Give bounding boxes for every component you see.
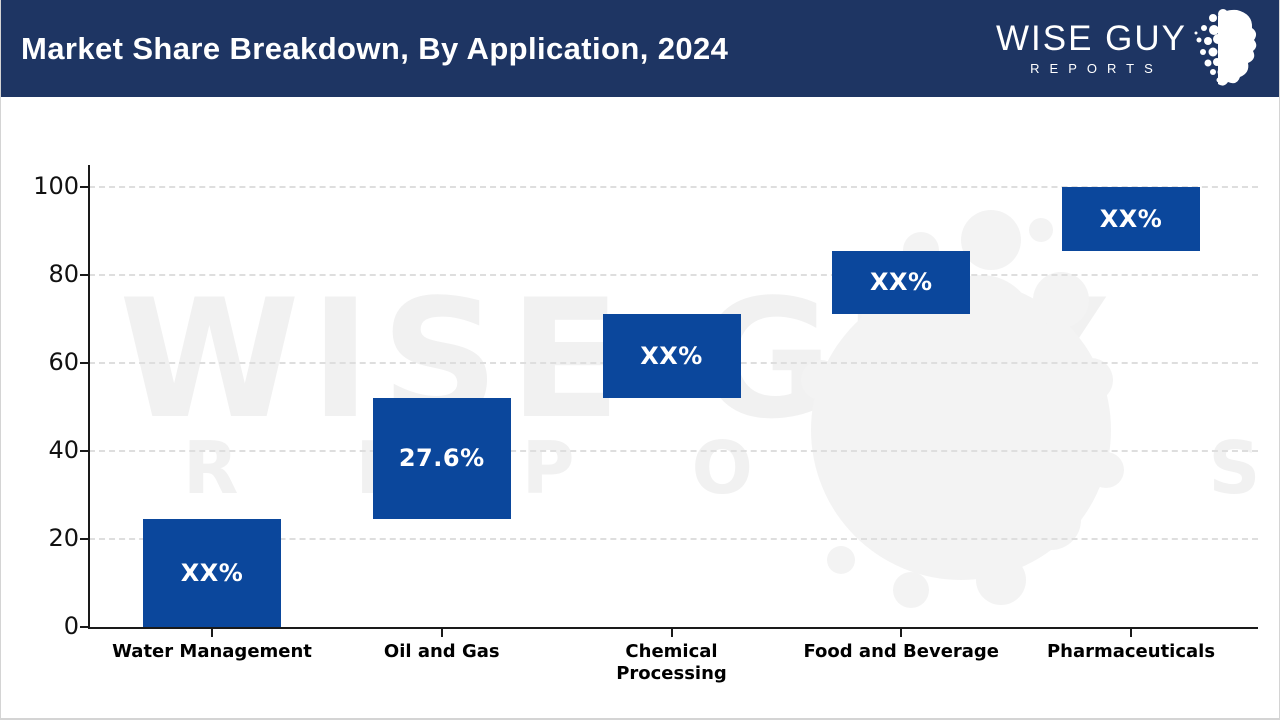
x-tick-mark	[211, 629, 213, 637]
y-tick-label: 0	[63, 612, 79, 640]
y-tick-label: 60	[48, 348, 79, 376]
header-bar: Market Share Breakdown, By Application, …	[1, 0, 1279, 97]
x-axis-label: Food and Beverage	[803, 641, 1000, 662]
x-axis-label: Oil and Gas	[383, 641, 500, 662]
y-tick-mark	[80, 186, 88, 188]
logo-wordmark: WISE GUY	[995, 19, 1187, 58]
y-tick-label: 100	[33, 172, 79, 200]
x-axis-label: Chemical Processing	[616, 641, 727, 684]
gridline	[89, 274, 1258, 276]
bar-value-label: XX%	[1099, 204, 1163, 233]
y-tick-label: 40	[48, 436, 79, 464]
x-tick-mark	[670, 629, 673, 637]
y-tick-label: 80	[48, 260, 79, 288]
logo-text: WISE GUY REPORTS	[996, 21, 1187, 76]
y-axis-spine	[88, 165, 90, 629]
y-tick-mark	[80, 626, 88, 628]
page-title: Market Share Breakdown, By Application, …	[21, 30, 729, 66]
bar-value-label: XX%	[640, 341, 703, 370]
logo-subtitle: REPORTS	[1030, 61, 1163, 76]
y-tick-mark	[80, 538, 88, 540]
x-tick-mark	[900, 629, 903, 637]
bar-segment: XX%	[602, 313, 741, 398]
bar-segment: XX%	[1062, 187, 1200, 251]
x-axis-spine	[88, 627, 1258, 629]
bar-value-label: XX%	[869, 268, 933, 297]
gridline	[89, 450, 1258, 452]
gridline	[89, 186, 1258, 188]
bar-value-label: 27.6%	[398, 444, 485, 473]
y-tick-mark	[80, 362, 88, 364]
y-tick-mark	[80, 450, 88, 452]
x-axis-label: Pharmaceuticals	[1046, 641, 1216, 662]
y-tick-label: 20	[48, 524, 79, 552]
bar-value-label: XX%	[180, 559, 244, 588]
bar-segment: XX%	[143, 519, 281, 627]
x-tick-mark	[1130, 629, 1132, 637]
logo-head-dots-icon	[1194, 8, 1257, 86]
gridline	[89, 538, 1258, 540]
y-tick-mark	[80, 274, 88, 276]
bar-segment: XX%	[832, 250, 971, 314]
x-tick-mark	[440, 629, 443, 637]
x-axis-label: Water Management	[112, 641, 312, 662]
bar-segment: 27.6%	[372, 397, 511, 520]
wise-guy-reports-logo: WISE GUY REPORTS	[996, 6, 1263, 92]
